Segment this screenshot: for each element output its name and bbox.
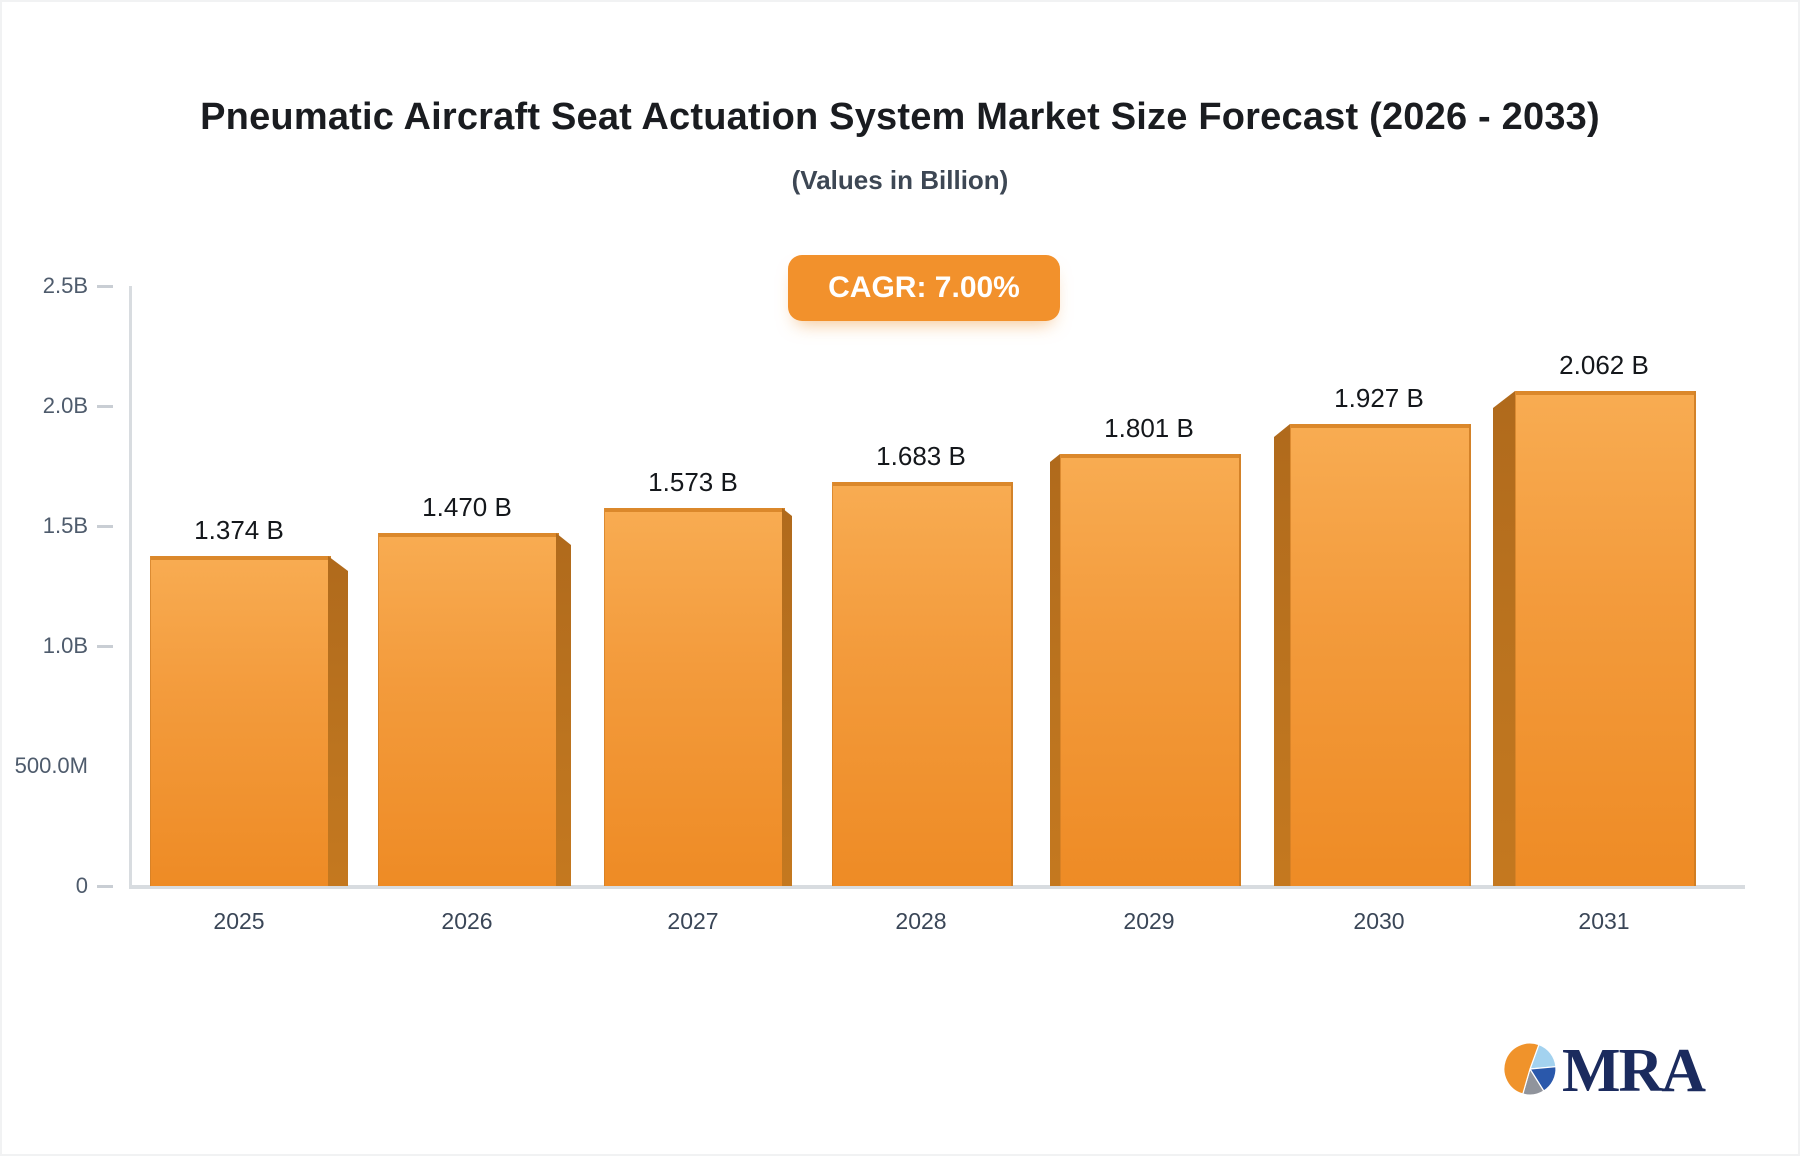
cagr-badge-label: CAGR: 7.00% [828,271,1020,304]
y-axis-label-2.0B: 2.0B [42,393,88,418]
x-axis-label-2029: 2029 [1123,908,1175,934]
bar-2026[interactable] [378,533,559,886]
y-axis-tick [97,525,113,528]
pie-chart-logo-icon [1502,1041,1558,1102]
cagr-badge: CAGR: 7.00% [788,255,1060,321]
y-axis-label-1.5B: 1.5B [42,513,88,538]
x-axis-label-2030: 2030 [1353,908,1405,934]
logo-text: MRA [1562,1037,1706,1105]
bar-2027[interactable] [604,508,785,886]
bar-2028[interactable] [832,482,1013,886]
chart-subtitle: (Values in Billion) [791,165,1009,195]
bar-2029-side-face [1050,454,1060,886]
bar-2029[interactable] [1060,454,1241,886]
bar-2031[interactable] [1515,391,1696,886]
y-axis-line [129,286,132,886]
bar-2027-side-face [782,508,792,886]
pie-logo-svg [1503,1041,1557,1096]
bar-2026-side-face [556,533,571,886]
y-axis-tick [97,645,113,648]
y-axis-label-0: 0 [75,873,88,898]
x-axis-label-2031: 2031 [1578,908,1630,934]
bar-2030[interactable] [1290,424,1471,886]
bar-value-label-2025: 1.374 B [194,515,284,545]
bar-value-label-2030: 1.927 B [1334,383,1424,413]
bar-2031-side-face [1493,391,1515,886]
x-axis-baseline [129,885,1745,889]
bar-value-label-2029: 1.801 B [1104,413,1194,443]
y-axis-label-1.0B: 1.0B [42,633,88,658]
x-axis-label-2028: 2028 [895,908,947,934]
bar-2025[interactable] [150,556,331,886]
x-axis-label-2027: 2027 [667,908,719,934]
y-axis-tick [97,885,113,888]
bar-value-label-2027: 1.573 B [648,467,738,497]
y-axis-tick [97,285,113,288]
bar-value-label-2031: 2.062 B [1559,350,1649,380]
bar-value-label-2026: 1.470 B [422,492,512,522]
y-axis-label-500.0M: 500.0M [14,753,88,778]
y-axis-tick [97,405,113,408]
brand-logo[interactable]: MRA [1502,1040,1722,1102]
bar-2030-side-face [1274,424,1290,886]
x-axis-label-2026: 2026 [441,908,493,934]
bar-2025-side-face [328,556,348,886]
x-axis-label-2025: 2025 [213,908,265,934]
y-axis-label-2.5B: 2.5B [42,273,88,298]
bar-value-label-2028: 1.683 B [876,441,966,471]
chart-title: Pneumatic Aircraft Seat Actuation System… [200,96,1600,138]
